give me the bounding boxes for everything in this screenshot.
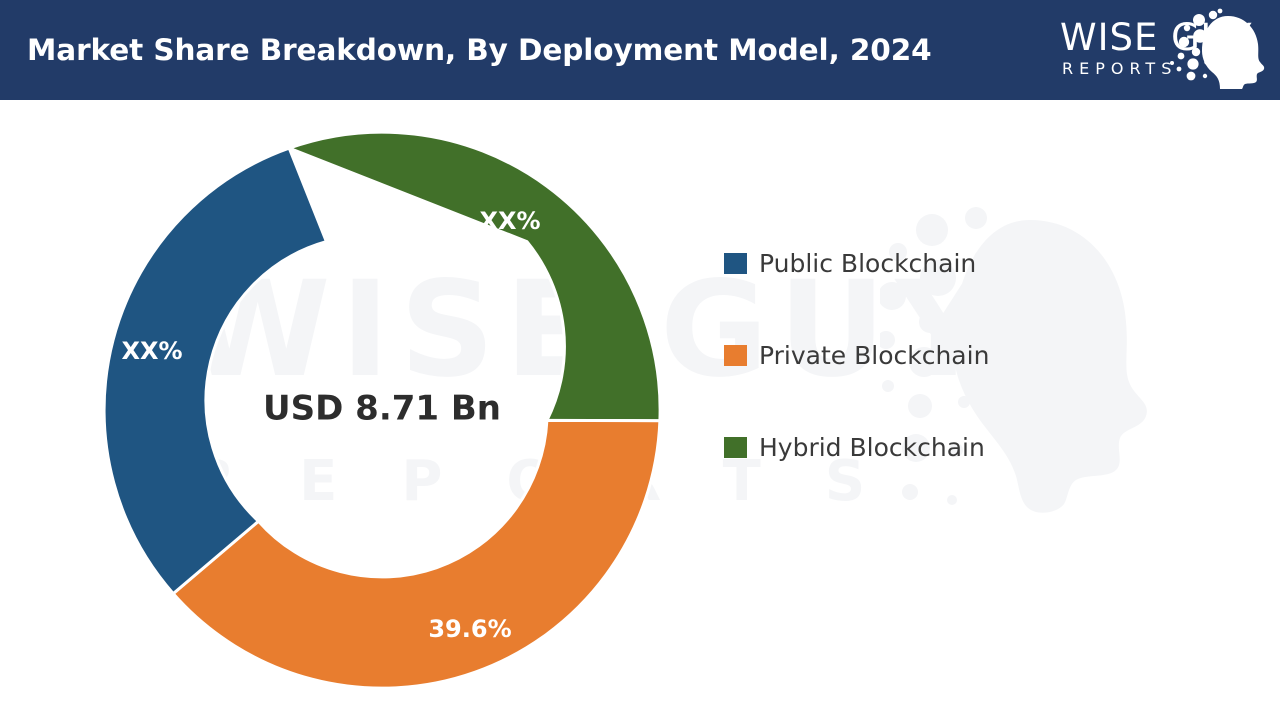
slice-label-hybrid: XX%	[479, 207, 540, 235]
chart-legend: Public Blockchain Private Blockchain Hyb…	[724, 248, 1144, 462]
slice-private-blockchain[interactable]	[171, 418, 662, 690]
slice-label-public: XX%	[121, 337, 182, 365]
slice-label-private: 39.6%	[428, 615, 511, 643]
slice-public-blockchain[interactable]	[102, 146, 329, 596]
wiseguy-reports-logo: WISE GUY REPORTS	[1060, 6, 1274, 92]
legend-label-private-blockchain: Private Blockchain	[759, 340, 990, 370]
logo-wordmark-line1: WISE GUY	[1060, 16, 1252, 59]
legend-label-hybrid-blockchain: Hybrid Blockchain	[759, 432, 985, 462]
page-header: Market Share Breakdown, By Deployment Mo…	[0, 0, 1280, 100]
donut-chart: XX% 39.6% XX% USD 8.71 Bn	[90, 100, 690, 720]
slice-hybrid-blockchain[interactable]	[284, 130, 662, 423]
page-title: Market Share Breakdown, By Deployment Mo…	[27, 33, 932, 67]
chart-body: WISE GUY REPORTS	[0, 100, 1280, 720]
legend-item-hybrid-blockchain[interactable]: Hybrid Blockchain	[724, 432, 1144, 462]
legend-item-public-blockchain[interactable]: Public Blockchain	[724, 248, 1144, 278]
logo-head-icon	[1170, 8, 1265, 89]
legend-swatch-hybrid-blockchain	[724, 436, 747, 458]
logo-wordmark-line2: REPORTS	[1062, 59, 1177, 78]
legend-item-private-blockchain[interactable]: Private Blockchain	[724, 340, 1144, 370]
legend-label-public-blockchain: Public Blockchain	[759, 248, 977, 278]
legend-swatch-private-blockchain	[724, 344, 747, 366]
legend-swatch-public-blockchain	[724, 252, 747, 274]
donut-center-value: USD 8.71 Bn	[263, 389, 501, 429]
